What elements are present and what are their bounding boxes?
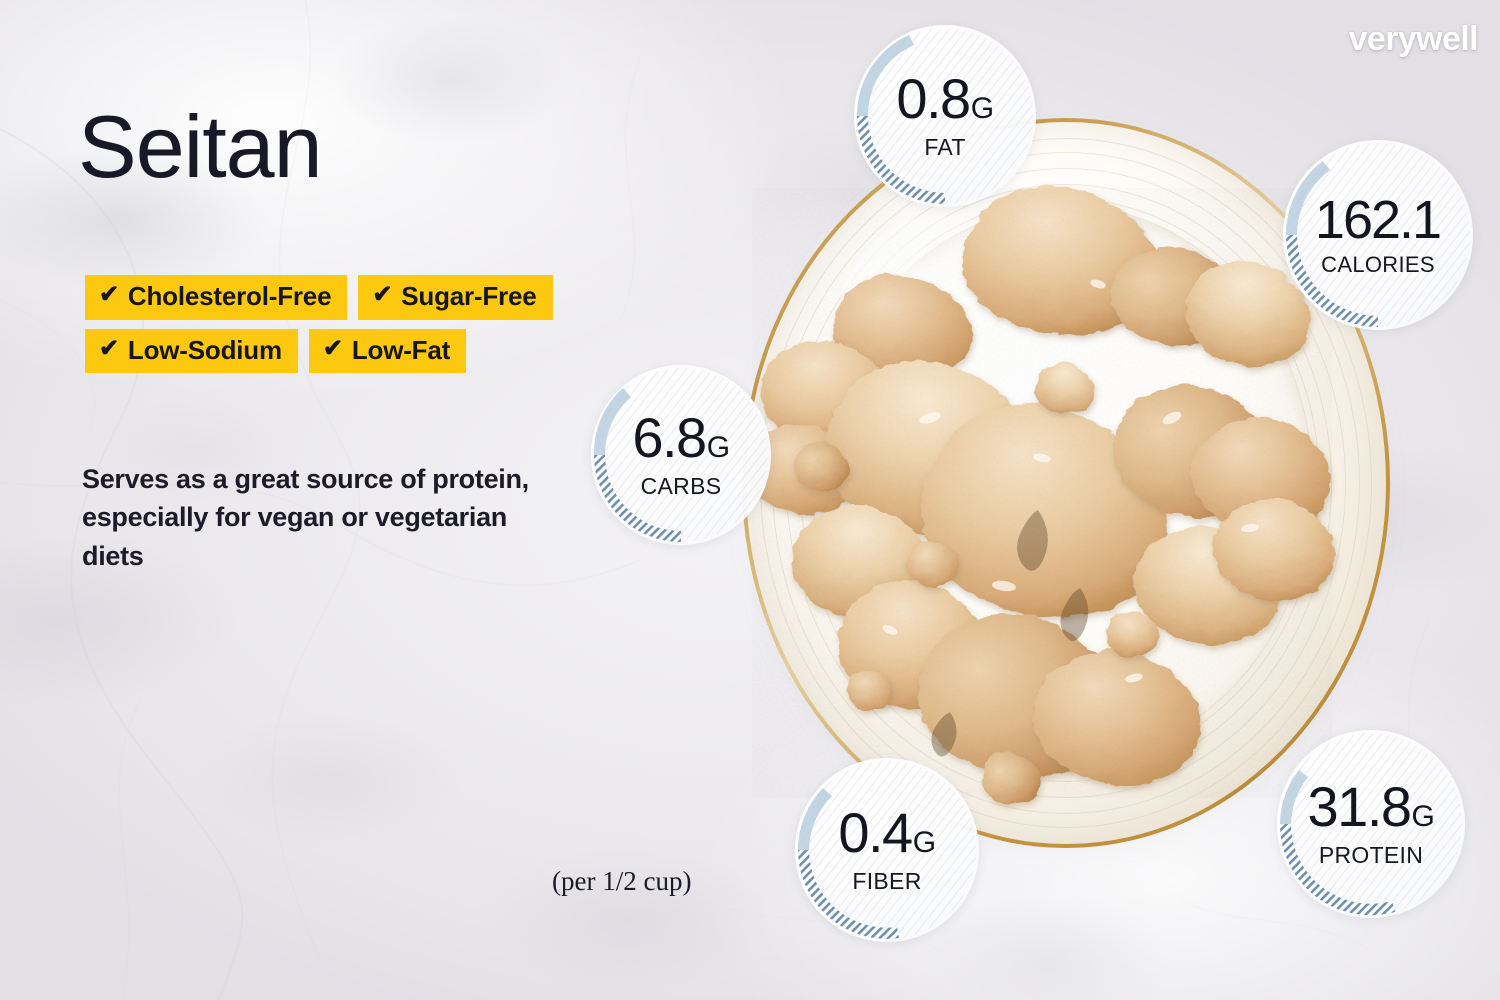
health-claim-badges: ✔ Cholesterol-Free ✔ Sugar-Free ✔ Low-So… xyxy=(85,275,685,382)
bubble-content: 31.8 G PROTEIN xyxy=(1277,730,1465,918)
hatched-arc xyxy=(593,368,768,542)
badge-label: Low-Fat xyxy=(351,334,451,365)
nutrient-bubble-protein: 31.8 G PROTEIN xyxy=(1277,730,1465,918)
check-icon: ✔ xyxy=(99,281,119,309)
badge-row-1: ✔ Cholesterol-Free ✔ Sugar-Free xyxy=(85,275,685,320)
serving-size-note: (per 1/2 cup) xyxy=(552,866,692,896)
hatched-arc xyxy=(856,28,1033,204)
value-unit: G xyxy=(1411,800,1435,833)
badge-label: Cholesterol-Free xyxy=(127,281,332,311)
nutrient-value: 162.1 xyxy=(1314,189,1442,250)
hatched-arc xyxy=(1279,733,1462,916)
nutrient-bubble-fiber: 0.4 G FIBER xyxy=(795,758,979,942)
badge-row-2: ✔ Low-Sodium ✔ Low-Fat xyxy=(85,328,685,374)
value-number: 0.8 xyxy=(896,67,971,130)
badge-cholesterol-free: ✔ Cholesterol-Free xyxy=(85,275,348,320)
value-unit: G xyxy=(706,431,730,464)
value-unit: G xyxy=(912,826,936,859)
value-number: 0.4 xyxy=(838,801,913,864)
nutrient-value: 6.8 G xyxy=(632,406,730,469)
bubble-content: 162.1 CALORIES xyxy=(1283,140,1473,330)
check-icon: ✔ xyxy=(99,334,119,362)
value-number: 162.1 xyxy=(1314,189,1442,250)
hatched-arc xyxy=(1285,143,1470,327)
nutrient-bubble-carbs: 6.8 G CARBS xyxy=(591,365,771,545)
nutrient-label: FAT xyxy=(924,134,966,160)
seitan-crumbles xyxy=(742,118,1390,848)
hatched-arc xyxy=(797,761,976,939)
badge-label: Sugar-Free xyxy=(401,281,537,311)
badge-low-fat: ✔ Low-Fat xyxy=(308,328,467,374)
nutrient-bubble-calories: 162.1 CALORIES xyxy=(1283,140,1473,330)
badge-low-sodium: ✔ Low-Sodium xyxy=(85,328,298,374)
value-number: 31.8 xyxy=(1307,775,1413,838)
nutrient-value: 0.8 G xyxy=(896,67,994,130)
check-icon: ✔ xyxy=(372,281,393,309)
nutrient-label: CALORIES xyxy=(1321,251,1435,277)
page-title: Seitan xyxy=(78,97,323,196)
description-text: Serves as a great source of protein, esp… xyxy=(82,464,529,571)
badge-sugar-free: ✔ Sugar-Free xyxy=(358,275,553,320)
bubble-content: 0.8 G FAT xyxy=(854,25,1036,207)
nutrient-label: FIBER xyxy=(852,868,922,894)
nutrient-label: CARBS xyxy=(640,473,722,499)
nutrient-label: PROTEIN xyxy=(1318,842,1424,868)
badge-label: Low-Sodium xyxy=(127,334,282,365)
verywell-logo[interactable]: verywell xyxy=(1348,20,1479,58)
check-icon: ✔ xyxy=(322,334,343,362)
nutrient-value: 31.8 G xyxy=(1308,779,1435,835)
bubble-content: 6.8 G CARBS xyxy=(591,365,771,545)
value-unit: G xyxy=(970,92,994,125)
nutrient-bubble-fat: 0.8 G FAT xyxy=(854,25,1036,207)
bubble-content: 0.4 G FIBER xyxy=(795,758,979,942)
nutrient-value: 0.4 G xyxy=(838,801,936,864)
value-number: 6.8 xyxy=(632,406,707,469)
